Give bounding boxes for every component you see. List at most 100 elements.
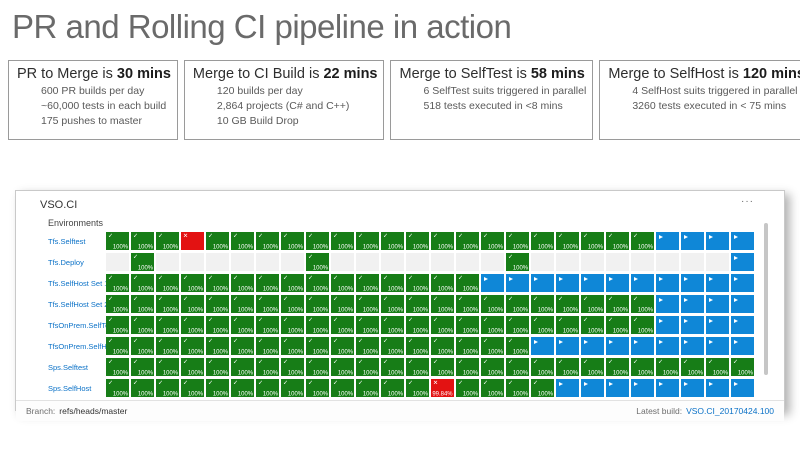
release-cell-pass[interactable]: ✓ 100% bbox=[106, 316, 129, 334]
release-cell-running[interactable] bbox=[606, 379, 629, 397]
release-cell-pass[interactable]: ✓ 100% bbox=[531, 316, 554, 334]
release-cell-pass[interactable]: ✓ 100% bbox=[656, 358, 679, 376]
release-cell-pass[interactable]: ✓ 100% bbox=[406, 358, 429, 376]
release-cell-pass[interactable]: ✓ 100% bbox=[581, 358, 604, 376]
release-cell-pass[interactable]: ✓ 100% bbox=[281, 274, 304, 292]
release-cell-pass[interactable]: ✓ 100% bbox=[206, 379, 229, 397]
release-cell-pass[interactable]: ✓ 100% bbox=[556, 316, 579, 334]
release-cell-running[interactable] bbox=[506, 274, 529, 292]
release-cell-pass[interactable]: ✓ 100% bbox=[181, 358, 204, 376]
release-cell-pass[interactable]: ✓ 100% bbox=[106, 274, 129, 292]
release-cell-pass[interactable]: ✓ 100% bbox=[456, 358, 479, 376]
release-cell-running[interactable] bbox=[531, 337, 554, 355]
release-cell-pass[interactable]: ✓ 100% bbox=[331, 337, 354, 355]
release-cell-pass[interactable]: ✓ 100% bbox=[306, 358, 329, 376]
release-cell-running[interactable] bbox=[731, 337, 754, 355]
release-cell-pass[interactable]: ✓ 100% bbox=[206, 232, 229, 250]
release-cell-pass[interactable]: ✓ 100% bbox=[506, 379, 529, 397]
env-name-link[interactable]: TfsOnPrem.SelfTest bbox=[48, 320, 106, 330]
release-cell-pass[interactable]: ✓ 100% bbox=[256, 358, 279, 376]
release-cell-running[interactable] bbox=[731, 253, 754, 271]
release-cell-pass[interactable]: ✓ 100% bbox=[631, 316, 654, 334]
release-cell-pass[interactable]: ✓ 100% bbox=[131, 274, 154, 292]
release-cell-pass[interactable]: ✓ 100% bbox=[331, 379, 354, 397]
release-cell-pass[interactable]: ✓ 100% bbox=[106, 358, 129, 376]
release-cell-pass[interactable]: ✓ 100% bbox=[306, 316, 329, 334]
release-cell-pass[interactable]: ✓ 100% bbox=[356, 232, 379, 250]
release-cell-pass[interactable]: ✓ 100% bbox=[306, 232, 329, 250]
env-name-link[interactable]: Tfs.Selftest bbox=[48, 236, 86, 246]
release-cell-pass[interactable]: ✓ 100% bbox=[156, 295, 179, 313]
release-cell-pass[interactable]: ✓ 100% bbox=[281, 316, 304, 334]
release-cell-pass[interactable]: ✓ 100% bbox=[206, 316, 229, 334]
release-cell-pass[interactable]: ✓ 100% bbox=[506, 316, 529, 334]
release-cell-pass[interactable]: ✓ 100% bbox=[381, 295, 404, 313]
release-cell-pass[interactable]: ✓ 100% bbox=[531, 232, 554, 250]
release-cell-pass[interactable]: ✓ 100% bbox=[331, 358, 354, 376]
release-cell-pass[interactable]: ✓ 100% bbox=[281, 295, 304, 313]
release-cell-pass[interactable]: ✓ 100% bbox=[206, 295, 229, 313]
release-cell-running[interactable] bbox=[706, 232, 729, 250]
release-cell-pass[interactable]: ✓ 100% bbox=[231, 232, 254, 250]
release-cell-running[interactable] bbox=[681, 316, 704, 334]
release-cell-pass[interactable]: ✓ 100% bbox=[106, 379, 129, 397]
release-cell-running[interactable] bbox=[706, 274, 729, 292]
release-cell-pass[interactable]: ✓ 100% bbox=[681, 358, 704, 376]
release-cell-pass[interactable]: ✓ 100% bbox=[356, 379, 379, 397]
release-cell-pass[interactable]: ✓ 100% bbox=[631, 295, 654, 313]
release-cell-pass[interactable]: ✓ 100% bbox=[181, 316, 204, 334]
release-cell-pass[interactable]: ✓ 100% bbox=[606, 358, 629, 376]
release-cell-pass[interactable]: ✓ 100% bbox=[456, 232, 479, 250]
release-cell-running[interactable] bbox=[731, 232, 754, 250]
release-cell-pass[interactable]: ✓ 100% bbox=[406, 379, 429, 397]
release-cell-pass[interactable]: ✓ 100% bbox=[556, 232, 579, 250]
release-cell-pass[interactable]: ✓ 100% bbox=[706, 358, 729, 376]
release-cell-running[interactable] bbox=[581, 379, 604, 397]
release-cell-pass[interactable]: ✓ 100% bbox=[431, 358, 454, 376]
env-name-link[interactable]: Tfs.SelfHost Set 1 bbox=[48, 278, 106, 288]
release-cell-pass[interactable]: ✓ 100% bbox=[531, 379, 554, 397]
release-cell-pass[interactable]: ✓ 100% bbox=[256, 379, 279, 397]
release-cell-running[interactable] bbox=[731, 295, 754, 313]
release-cell-pass[interactable]: ✓ 100% bbox=[231, 295, 254, 313]
latest-build-link[interactable]: VSO.CI_20170424.100 bbox=[686, 406, 774, 416]
release-cell-running[interactable] bbox=[531, 274, 554, 292]
release-cell-pass[interactable]: ✓ 100% bbox=[606, 232, 629, 250]
release-cell-pass[interactable]: ✓ 100% bbox=[131, 232, 154, 250]
release-cell-running[interactable] bbox=[481, 274, 504, 292]
release-cell-pass[interactable]: ✓ 100% bbox=[106, 337, 129, 355]
release-cell-pass[interactable]: ✓ 100% bbox=[581, 232, 604, 250]
release-cell-pass[interactable]: ✓ 100% bbox=[181, 379, 204, 397]
release-cell-pass[interactable]: ✓ 100% bbox=[506, 337, 529, 355]
env-name-link[interactable]: Sps.Selftest bbox=[48, 362, 89, 372]
release-cell-pass[interactable]: ✓ 100% bbox=[381, 358, 404, 376]
release-cell-pass[interactable]: ✓ 100% bbox=[506, 358, 529, 376]
release-cell-pass[interactable]: ✓ 100% bbox=[606, 295, 629, 313]
release-cell-pass[interactable]: ✓ 100% bbox=[381, 232, 404, 250]
release-cell-pass[interactable]: ✓ 100% bbox=[406, 316, 429, 334]
release-cell-running[interactable] bbox=[631, 337, 654, 355]
release-cell-pass[interactable]: ✓ 100% bbox=[156, 379, 179, 397]
release-cell-pass[interactable]: ✓ 100% bbox=[406, 337, 429, 355]
release-cell-pass[interactable]: ✓ 100% bbox=[156, 337, 179, 355]
release-cell-pass[interactable]: ✓ 100% bbox=[381, 379, 404, 397]
release-cell-pass[interactable]: ✓ 100% bbox=[106, 295, 129, 313]
release-cell-running[interactable] bbox=[556, 337, 579, 355]
release-cell-pass[interactable]: ✓ 100% bbox=[156, 316, 179, 334]
release-cell-pass[interactable]: ✓ 100% bbox=[406, 232, 429, 250]
release-cell-running[interactable] bbox=[731, 316, 754, 334]
release-cell-running[interactable] bbox=[706, 337, 729, 355]
release-cell-pass[interactable]: ✓ 100% bbox=[381, 274, 404, 292]
release-cell-pass[interactable]: ✓ 100% bbox=[231, 358, 254, 376]
release-cell-pass[interactable]: ✓ 100% bbox=[481, 295, 504, 313]
release-cell-running[interactable] bbox=[681, 379, 704, 397]
release-cell-fail[interactable]: ✕ bbox=[181, 232, 204, 250]
release-cell-pass[interactable]: ✓ 100% bbox=[481, 379, 504, 397]
release-cell-running[interactable] bbox=[606, 274, 629, 292]
release-cell-pass[interactable]: ✓ 100% bbox=[206, 337, 229, 355]
release-cell-running[interactable] bbox=[656, 316, 679, 334]
release-cell-pass[interactable]: ✓ 100% bbox=[381, 316, 404, 334]
release-cell-fail[interactable]: ✕ 99.84% bbox=[431, 379, 454, 397]
release-cell-pass[interactable]: ✓ 100% bbox=[481, 316, 504, 334]
release-cell-running[interactable] bbox=[706, 295, 729, 313]
